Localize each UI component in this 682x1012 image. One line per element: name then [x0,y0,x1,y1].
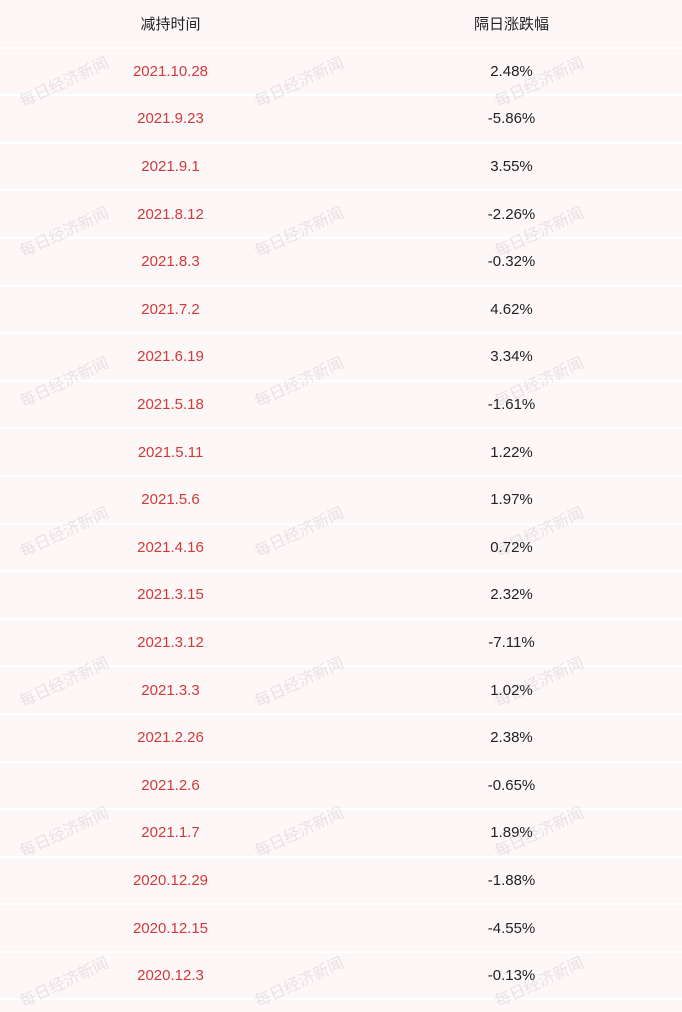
date-cell: 2021.4.16 [0,524,341,572]
table-row: 2020.12.3-0.13% [0,952,682,1000]
change-cell: 1.22% [341,428,682,476]
change-cell: 4.62% [341,286,682,334]
change-cell: -5.86% [341,95,682,143]
change-cell: 2.38% [341,714,682,762]
date-cell: 2021.2.6 [0,762,341,810]
reduction-table: 减持时间 隔日涨跌幅 2021.10.282.48%2021.9.23-5.86… [0,0,682,1000]
table-row: 2021.9.13.55% [0,143,682,191]
change-cell: -0.13% [341,952,682,1000]
change-cell: -1.61% [341,381,682,429]
date-cell: 2021.6.19 [0,333,341,381]
change-cell: -2.26% [341,190,682,238]
change-cell: -4.55% [341,904,682,952]
table-row: 2021.7.24.62% [0,286,682,334]
date-cell: 2021.10.28 [0,48,341,96]
table-row: 2021.2.6-0.65% [0,762,682,810]
col-header-date: 减持时间 [0,0,341,48]
change-cell: 3.55% [341,143,682,191]
col-header-change: 隔日涨跌幅 [341,0,682,48]
table-row: 2021.2.262.38% [0,714,682,762]
date-cell: 2020.12.15 [0,904,341,952]
table-row: 2021.9.23-5.86% [0,95,682,143]
change-cell: -1.88% [341,857,682,905]
date-cell: 2021.5.6 [0,476,341,524]
date-cell: 2020.12.29 [0,857,341,905]
table-row: 2021.8.12-2.26% [0,190,682,238]
date-cell: 2021.1.7 [0,809,341,857]
date-cell: 2021.3.3 [0,666,341,714]
date-cell: 2021.8.3 [0,238,341,286]
change-cell: -0.32% [341,238,682,286]
date-cell: 2021.8.12 [0,190,341,238]
table-row: 2021.10.282.48% [0,48,682,96]
table-row: 2021.1.71.89% [0,809,682,857]
change-cell: 1.02% [341,666,682,714]
table-row: 2021.3.31.02% [0,666,682,714]
change-cell: 2.48% [341,48,682,96]
table-row: 2021.5.61.97% [0,476,682,524]
change-cell: 3.34% [341,333,682,381]
change-cell: 2.32% [341,571,682,619]
date-cell: 2021.5.18 [0,381,341,429]
date-cell: 2021.7.2 [0,286,341,334]
date-cell: 2021.3.12 [0,619,341,667]
change-cell: 1.97% [341,476,682,524]
date-cell: 2021.2.26 [0,714,341,762]
date-cell: 2021.5.11 [0,428,341,476]
change-cell: 0.72% [341,524,682,572]
table-row: 2020.12.15-4.55% [0,904,682,952]
change-cell: 1.89% [341,809,682,857]
table-body: 2021.10.282.48%2021.9.23-5.86%2021.9.13.… [0,48,682,1000]
date-cell: 2020.12.3 [0,952,341,1000]
date-cell: 2021.9.23 [0,95,341,143]
table-row: 2021.3.152.32% [0,571,682,619]
change-cell: -0.65% [341,762,682,810]
table-header-row: 减持时间 隔日涨跌幅 [0,0,682,48]
change-cell: -7.11% [341,619,682,667]
table-row: 2021.4.160.72% [0,524,682,572]
table-row: 2021.3.12-7.11% [0,619,682,667]
table-row: 2020.12.29-1.88% [0,857,682,905]
table-row: 2021.5.18-1.61% [0,381,682,429]
table-row: 2021.8.3-0.32% [0,238,682,286]
table-row: 2021.6.193.34% [0,333,682,381]
table-row: 2021.5.111.22% [0,428,682,476]
date-cell: 2021.9.1 [0,143,341,191]
date-cell: 2021.3.15 [0,571,341,619]
